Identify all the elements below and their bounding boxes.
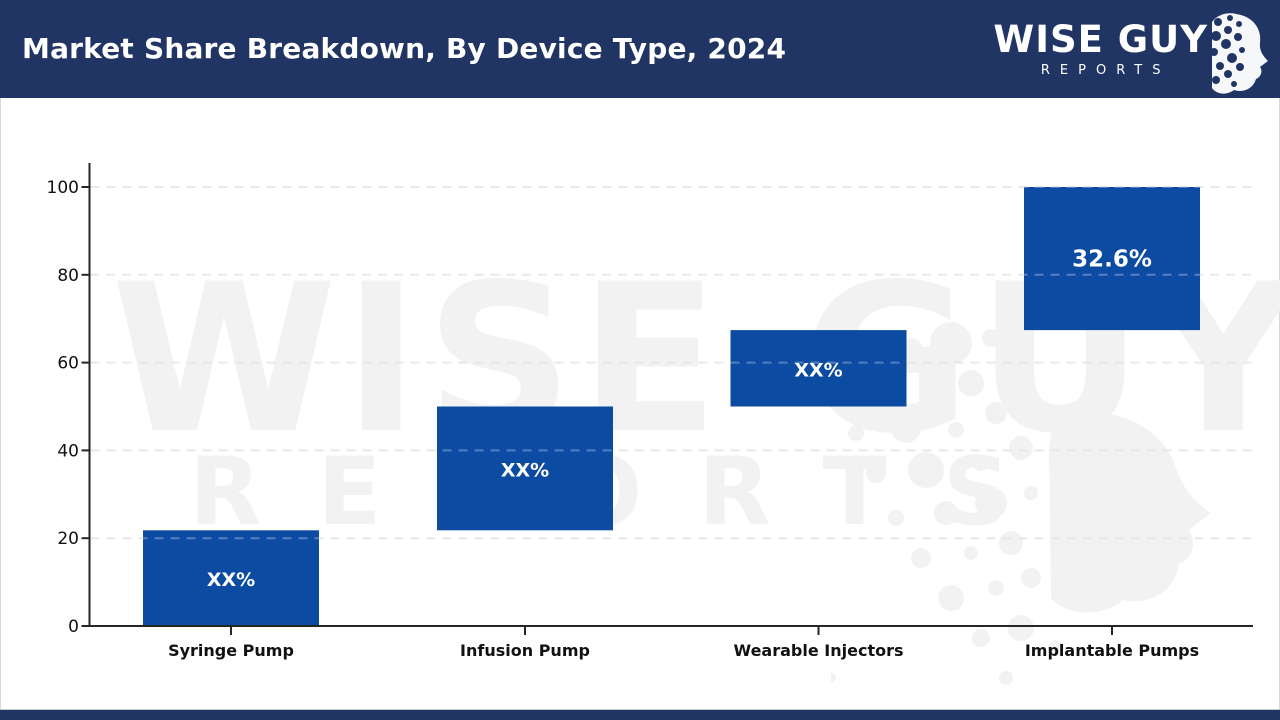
chart-canvas: WISE GUY REPORTS bbox=[0, 98, 1280, 710]
bar-segment bbox=[437, 406, 613, 531]
y-tick-label: 40 bbox=[57, 441, 79, 461]
logo-face-icon bbox=[1206, 13, 1268, 94]
bar-segment bbox=[730, 330, 907, 407]
logo-text: WISE GUY REPORTS bbox=[993, 20, 1208, 80]
footer-bar bbox=[0, 709, 1280, 720]
wise-guy-reports-logo: WISE GUY REPORTS bbox=[993, 6, 1270, 94]
bar-segment bbox=[143, 530, 319, 626]
x-category-label: Implantable Pumps bbox=[1025, 641, 1199, 660]
x-category-label: Syringe Pump bbox=[168, 641, 294, 660]
header-bar: Market Share Breakdown, By Device Type, … bbox=[0, 0, 1280, 98]
y-tick-label: 20 bbox=[57, 529, 79, 549]
bar-value-label: 32.6% bbox=[1072, 247, 1152, 273]
bar-value-label: XX% bbox=[207, 569, 255, 591]
logo-subtitle: REPORTS bbox=[1040, 63, 1171, 78]
x-category-label: Wearable Injectors bbox=[734, 641, 904, 660]
y-tick-label: 100 bbox=[47, 178, 79, 198]
watermark-face-dots bbox=[831, 322, 1211, 685]
y-tick-label: 80 bbox=[57, 266, 79, 286]
x-category-label: Infusion Pump bbox=[460, 641, 590, 660]
logo-wordmark: WISE GUY bbox=[993, 18, 1208, 61]
bar-value-label: XX% bbox=[794, 359, 842, 381]
bar-value-label: XX% bbox=[501, 459, 549, 481]
y-tick-label: 60 bbox=[57, 354, 79, 374]
y-tick-label: 0 bbox=[68, 617, 79, 637]
chart-title: Market Share Breakdown, By Device Type, … bbox=[22, 32, 787, 65]
bar-segment bbox=[1024, 187, 1200, 331]
